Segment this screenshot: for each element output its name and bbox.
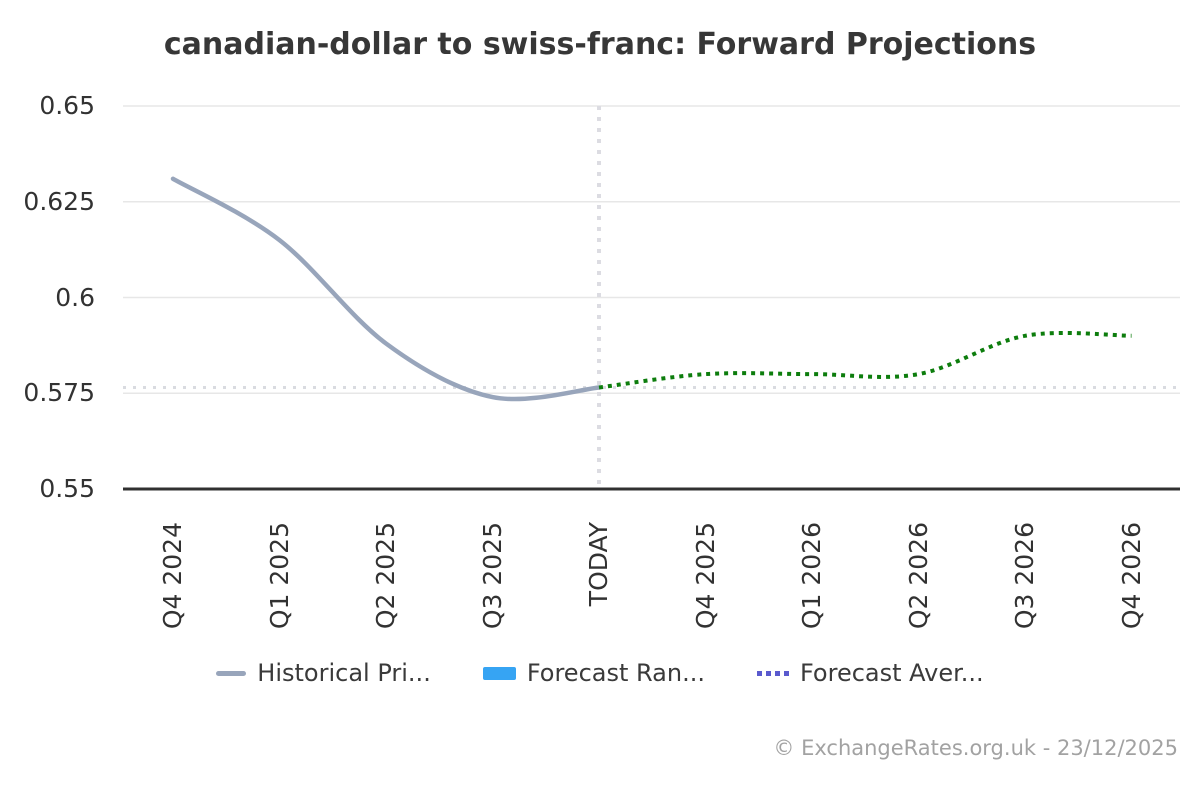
y-axis-label: 0.575: [23, 378, 95, 408]
historical-price-line-icon: [216, 670, 247, 676]
forecast-average-dotted-line-icon: [756, 670, 789, 676]
legend-label-historical-price: Historical Pri...: [257, 659, 431, 687]
chart-title: canadian-dollar to swiss-franc: Forward …: [163, 27, 1037, 62]
forecast-average-line: [598, 330, 1132, 390]
x-axis-label: Q2 2026: [903, 522, 933, 630]
legend-item-forecast-range[interactable]: Forecast Ran...: [482, 659, 705, 687]
legend-label-forecast-range: Forecast Ran...: [526, 659, 705, 687]
legend: Historical Pri... Forecast Ran... Foreca…: [0, 659, 1200, 687]
forecast-range-swatch-icon: [482, 666, 516, 680]
y-axis-label: 0.6: [55, 282, 95, 312]
y-axis-label: 0.625: [23, 186, 95, 216]
x-axis-label: Q2 2025: [371, 522, 400, 630]
x-axis-label: Q3 2025: [477, 522, 507, 630]
x-axis-label: Q1 2025: [264, 522, 294, 630]
legend-item-forecast-average[interactable]: Forecast Aver...: [756, 659, 984, 687]
historical-price-line: [170, 176, 602, 402]
y-axis-label: 0.55: [39, 473, 95, 503]
copyright-watermark: © ExchangeRates.org.uk - 23/12/2025: [773, 736, 1178, 760]
x-axis-label: TODAY: [584, 522, 613, 607]
legend-label-forecast-average: Forecast Aver...: [799, 659, 984, 687]
x-axis-label: Q4 2025: [690, 522, 720, 630]
y-axis-label: 0.65: [39, 90, 95, 120]
legend-item-historical-price[interactable]: Historical Pri...: [216, 659, 431, 687]
x-axis-label: Q4 2024: [158, 522, 187, 630]
x-axis-label: Q1 2026: [797, 522, 826, 630]
x-axis-label: Q3 2026: [1010, 522, 1039, 630]
x-axis-label: Q4 2026: [1116, 522, 1146, 630]
